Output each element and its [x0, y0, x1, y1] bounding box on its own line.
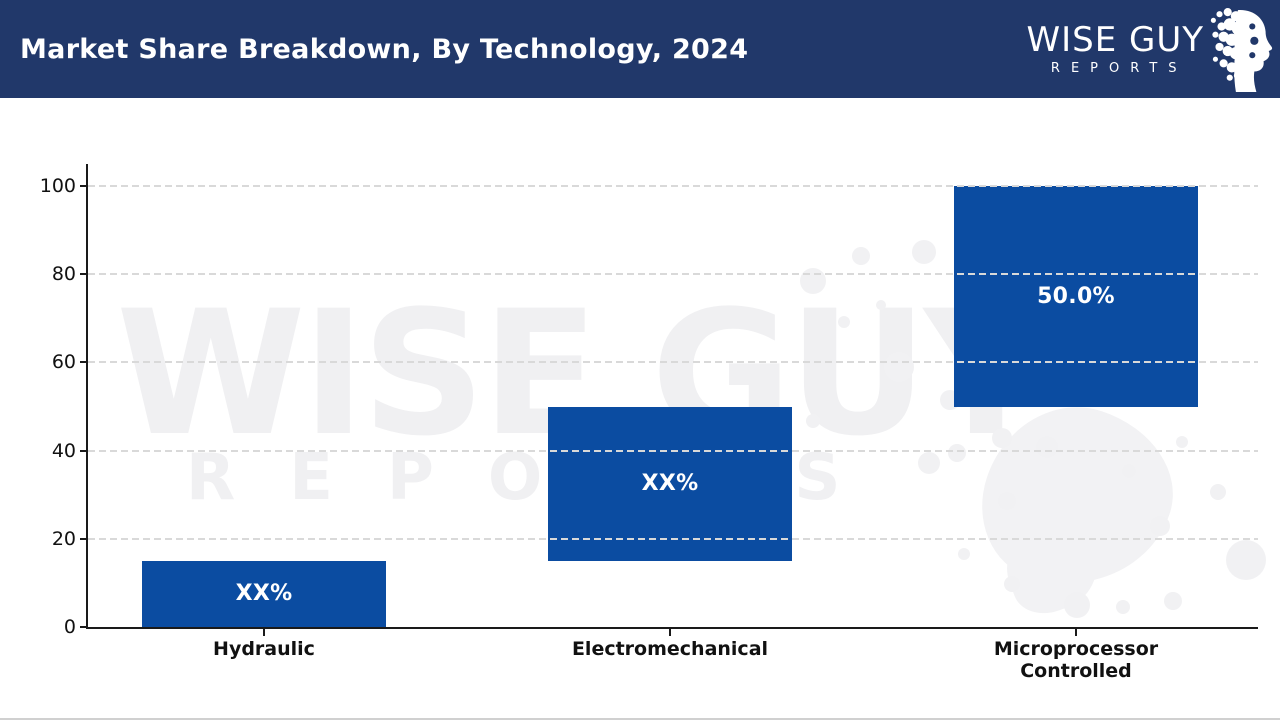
gridline — [88, 273, 1258, 276]
watermark-dot — [1004, 576, 1020, 592]
gridline — [88, 449, 1258, 452]
page-title: Market Share Breakdown, By Technology, 2… — [20, 33, 749, 65]
watermark-dot — [806, 414, 820, 428]
logo-name: WISE GUY — [1026, 20, 1204, 61]
y-axis-tick — [80, 626, 86, 628]
y-axis-tick — [80, 273, 86, 276]
gridline — [88, 537, 1258, 540]
watermark-dot — [1116, 600, 1130, 614]
y-axis-tick — [80, 537, 86, 540]
watermark-dot — [1036, 436, 1058, 458]
watermark-dot — [958, 548, 970, 560]
watermark-dot — [1064, 592, 1090, 618]
watermark-dot — [852, 247, 870, 265]
x-axis-line — [86, 627, 1258, 629]
watermark-dot — [884, 352, 914, 382]
logo-text: WISE GUY REPORTS — [1026, 20, 1204, 76]
y-axis-tick-label: 40 — [51, 439, 76, 462]
y-axis-tick-label: 20 — [51, 527, 76, 550]
x-axis-category-label: Hydraulic — [213, 638, 315, 660]
bar-segment: XX% — [548, 406, 792, 561]
bar-value-label: XX% — [641, 471, 699, 497]
gridline — [88, 361, 1258, 364]
y-axis-tick — [80, 449, 86, 452]
y-axis-tick-label: 0 — [63, 616, 76, 638]
x-axis-category-label: Electromechanical — [571, 638, 769, 660]
watermark-dot — [1176, 436, 1188, 448]
logo-subtitle: REPORTS — [1050, 60, 1188, 76]
y-axis-line — [86, 164, 88, 629]
y-axis-tick — [80, 185, 86, 187]
x-axis-tick — [263, 629, 265, 636]
watermark-dot — [1150, 516, 1170, 536]
watermark-dot — [912, 240, 936, 264]
watermark-dot — [948, 444, 966, 462]
bar-value-label: 50.0% — [1037, 283, 1115, 309]
watermark-dot — [1164, 592, 1182, 610]
x-axis-tick — [1075, 629, 1077, 636]
x-axis-category-label: Microprocessor Controlled — [993, 638, 1159, 682]
watermark-dot — [1122, 464, 1136, 478]
y-axis-tick-label: 100 — [39, 175, 76, 197]
watermark-dot — [1226, 540, 1266, 580]
wiseguy-face-icon — [1210, 8, 1273, 92]
y-axis-tick — [80, 361, 86, 364]
watermark-dot — [918, 452, 940, 474]
watermark-dot — [876, 300, 886, 310]
watermark-dot — [992, 428, 1012, 448]
x-axis-tick — [669, 629, 671, 636]
bar-value-label: XX% — [235, 581, 293, 607]
bottom-border — [0, 718, 1280, 720]
gridline — [88, 185, 1258, 187]
y-axis-tick-label: 80 — [51, 263, 76, 286]
header-bar: Market Share Breakdown, By Technology, 2… — [0, 0, 1280, 98]
y-axis-tick-label: 60 — [51, 351, 76, 374]
watermark-dot — [838, 316, 850, 328]
watermark-dot — [800, 268, 826, 294]
watermark-dot — [998, 492, 1016, 510]
watermark-dot — [1210, 484, 1226, 500]
wiseguy-logo: WISE GUY REPORTS — [1026, 5, 1274, 93]
bar-segment: XX% — [142, 560, 386, 627]
bar-segment: 50.0% — [954, 186, 1198, 407]
